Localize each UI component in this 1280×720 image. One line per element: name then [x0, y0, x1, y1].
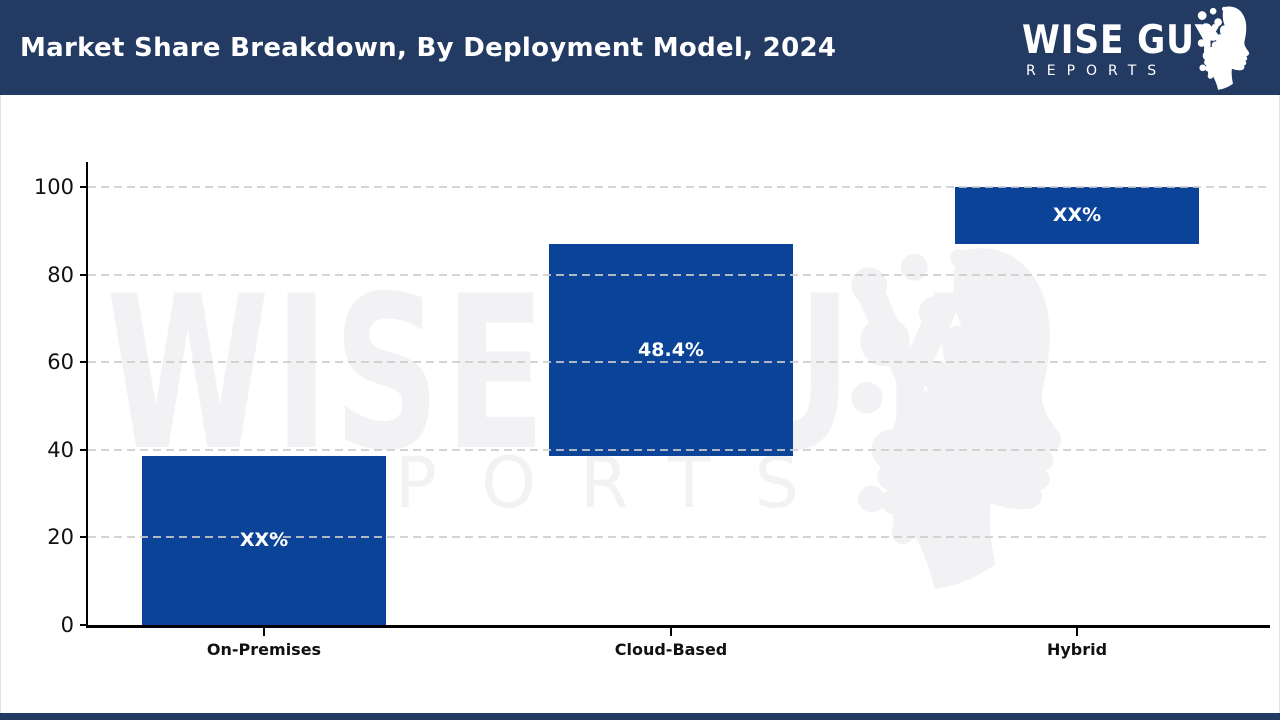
gridline-y80 — [88, 273, 1266, 276]
x-tick-0 — [263, 628, 265, 636]
bar-value-label: XX% — [1052, 204, 1102, 227]
y-tick-label-80: 80 — [47, 262, 74, 287]
bar-value-label: XX% — [239, 529, 289, 552]
y-tick-40 — [80, 448, 88, 451]
gridline-y60 — [88, 361, 1266, 364]
gridline-y40 — [88, 448, 1266, 451]
x-category-label: On-Premises — [206, 640, 322, 659]
bar-cloud-based — [549, 243, 793, 456]
y-tick-label-100: 100 — [33, 175, 74, 199]
y-tick-label-20: 20 — [47, 525, 74, 550]
y-tick-80 — [80, 273, 88, 276]
logo-subtext: REPORTS — [1026, 63, 1168, 79]
x-tick-2 — [1076, 628, 1078, 636]
x-category-label: Cloud-Based — [614, 640, 728, 659]
bar-value-label: 48.4% — [638, 338, 704, 361]
y-tick-label-0: 0 — [60, 613, 74, 637]
y-tick-60 — [80, 361, 88, 364]
y-tick-100 — [80, 186, 88, 188]
logo-wordmark: WISE GUY — [1022, 18, 1221, 63]
x-category-label: Hybrid — [1046, 640, 1108, 659]
footer-band — [0, 713, 1280, 720]
x-axis-line — [86, 625, 1270, 628]
x-tick-1 — [670, 628, 672, 636]
y-tick-20 — [80, 536, 88, 539]
gridline-y100 — [88, 186, 1266, 188]
gridline-y20 — [88, 536, 1266, 539]
y-axis-line — [86, 162, 88, 627]
bar-on-premises — [142, 455, 386, 625]
logo-head-icon — [1197, 6, 1250, 90]
page-title: Market Share Breakdown, By Deployment Mo… — [20, 32, 837, 63]
y-tick-label-40: 40 — [47, 437, 74, 462]
bar-hybrid — [955, 187, 1199, 244]
header-band: Market Share Breakdown, By Deployment Mo… — [0, 0, 1280, 95]
y-tick-label-60: 60 — [47, 350, 74, 375]
watermark-wordmark: WISE GUY — [106, 250, 969, 497]
watermark-head-icon — [851, 248, 1062, 589]
brand-logo: WISE GUY REPORTS — [1022, 0, 1272, 95]
y-tick-0 — [80, 624, 88, 626]
